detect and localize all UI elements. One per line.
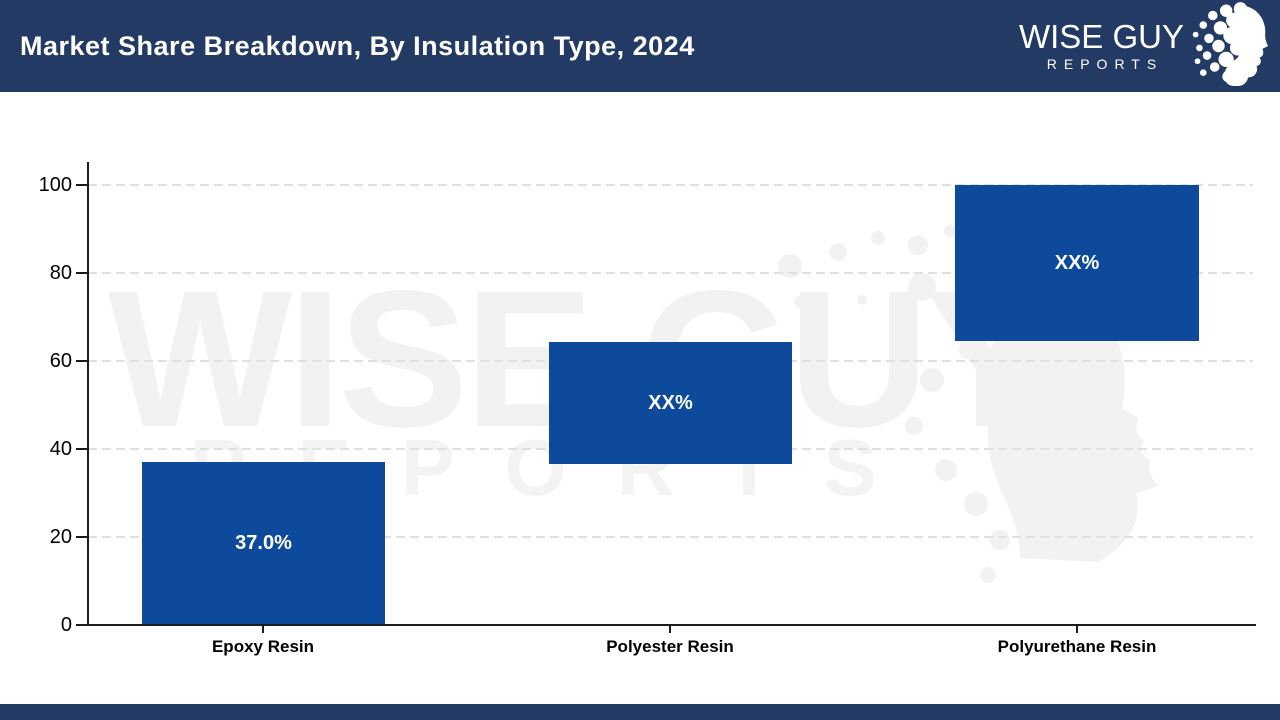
y-tick-0 — [76, 624, 87, 626]
gridline-20 — [88, 536, 1253, 538]
y-tick-label: 100 — [38, 174, 72, 196]
x-category-label-polyester: Polyester Resin — [606, 637, 734, 656]
brand-logo: WISE GUY REPORTS — [1019, 0, 1270, 92]
gridline-100 — [88, 184, 1253, 186]
wise-guy-head-icon — [1192, 2, 1269, 87]
y-tick-20 — [76, 536, 87, 538]
brand-subtitle: REPORTS — [1046, 56, 1164, 72]
bar-epoxy-resin: 37.0% — [142, 462, 385, 625]
y-tick-label: 0 — [60, 614, 72, 636]
bar-polyester-resin: XX% — [549, 342, 792, 464]
bar-value-label: XX% — [648, 391, 693, 414]
x-category-label-epoxy: Epoxy Resin — [211, 637, 315, 656]
y-tick-label: 80 — [49, 262, 72, 284]
bar-value-label: XX% — [1054, 251, 1100, 274]
page-title: Market Share Breakdown, By Insulation Ty… — [20, 31, 695, 61]
footer-bar — [0, 704, 1280, 720]
y-tick-60 — [76, 360, 87, 362]
brand-logo-text: WISE GUY REPORTS — [1018, 18, 1184, 73]
y-tick-label: 20 — [49, 526, 72, 548]
x-axis-line — [85, 624, 1256, 626]
bar-value-label: 37.0% — [235, 532, 292, 554]
bar-polyurethane-resin: XX% — [955, 185, 1199, 341]
y-axis-line — [87, 162, 89, 625]
y-tick-label: 40 — [49, 438, 72, 460]
header-bar: Market Share Breakdown, By Insulation Ty… — [0, 0, 1280, 92]
y-tick-label: 60 — [49, 350, 72, 372]
y-tick-80 — [76, 272, 87, 274]
x-tick-polyurethane — [1076, 626, 1078, 633]
brand-name: WISE GUY — [1018, 18, 1184, 55]
x-tick-epoxy — [262, 626, 264, 633]
y-tick-40 — [76, 448, 87, 450]
y-tick-100 — [76, 184, 87, 186]
gridline-80 — [88, 272, 1253, 274]
x-category-label-polyurethane: Polyurethane Resin — [997, 637, 1157, 656]
x-tick-polyester — [669, 626, 671, 633]
